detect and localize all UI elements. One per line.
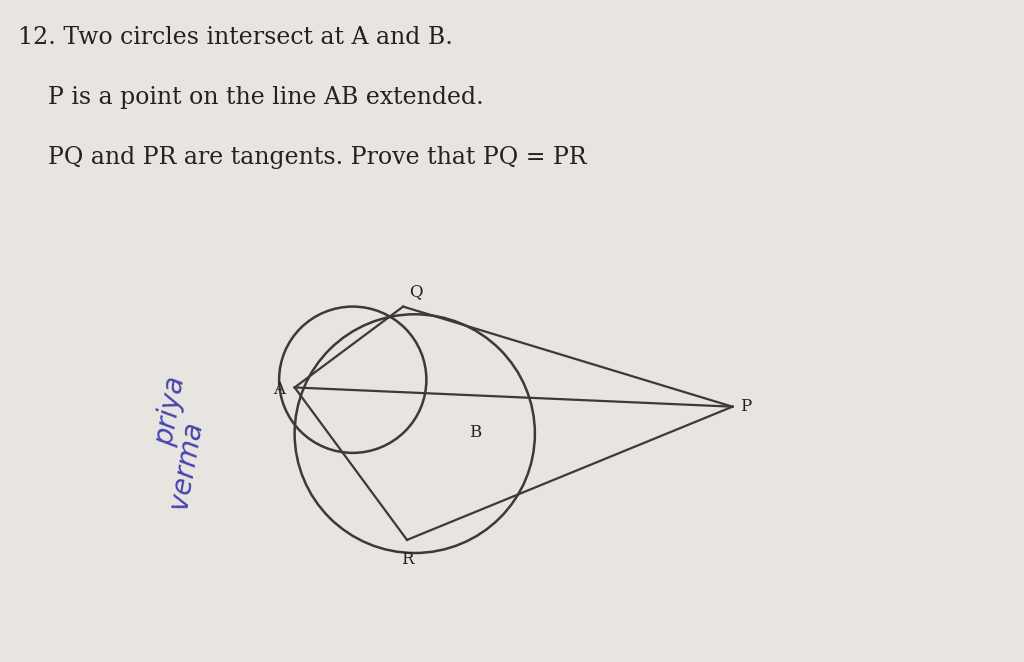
Text: P: P <box>740 398 752 415</box>
Text: B: B <box>469 424 481 442</box>
Text: PQ and PR are tangents. Prove that PQ = PR: PQ and PR are tangents. Prove that PQ = … <box>18 146 587 169</box>
Text: R: R <box>400 551 414 568</box>
Text: P is a point on the line AB extended.: P is a point on the line AB extended. <box>18 86 484 109</box>
Text: 12. Two circles intersect at A and B.: 12. Two circles intersect at A and B. <box>18 26 454 50</box>
Text: verma: verma <box>165 418 208 510</box>
Text: A: A <box>273 381 286 399</box>
Text: priya: priya <box>151 373 190 448</box>
Text: Q: Q <box>410 283 423 301</box>
